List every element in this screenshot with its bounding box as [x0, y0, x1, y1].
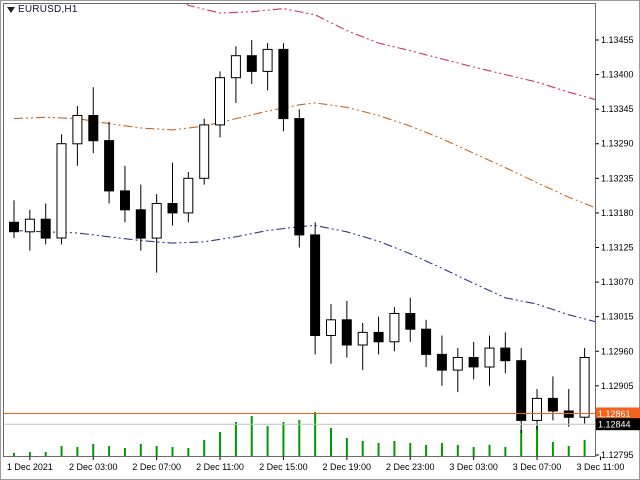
candle	[246, 55, 257, 72]
time-axis-label: 3 Dec 03:00	[449, 462, 498, 472]
price-axis: 1.13455 1.13400 1.13345 1.13290 1.13235 1.131…	[595, 35, 634, 460]
candle	[563, 410, 574, 418]
candle	[120, 190, 130, 211]
band-lower-line	[13, 224, 595, 323]
ask-price-tag-label: 1.12861	[598, 409, 631, 419]
candle	[579, 357, 590, 418]
symbol-timeframe-label: EURUSD,H1	[18, 4, 78, 15]
candle	[436, 353, 447, 371]
volume-layer	[13, 412, 586, 456]
candle	[310, 234, 321, 336]
candle	[532, 397, 542, 421]
ask-price-tag[interactable]	[596, 407, 640, 420]
candle	[373, 331, 384, 343]
candle	[278, 48, 289, 120]
candle	[516, 360, 527, 421]
candle	[40, 218, 51, 239]
candle	[421, 328, 432, 355]
price-axis-label: 1.13015	[601, 312, 634, 322]
candle	[547, 397, 558, 412]
candle	[183, 177, 194, 214]
plot-border	[3, 3, 596, 457]
candle	[500, 347, 511, 362]
chart-marker-icon	[7, 7, 15, 13]
time-axis-label: 2 Dec 11:00	[196, 462, 244, 472]
candle	[215, 77, 225, 126]
time-axis-label: 3 Dec 11:00	[576, 462, 624, 472]
candle	[230, 55, 241, 79]
candle	[9, 221, 19, 233]
candle	[88, 115, 99, 142]
price-axis-label: 1.13400	[601, 70, 634, 80]
candle	[151, 203, 162, 239]
candle	[341, 319, 352, 346]
time-axis-label: 2 Dec 03:00	[69, 462, 118, 472]
price-axis-label: 1.13290	[601, 139, 634, 149]
time-axis-label: 2 Dec 15:00	[259, 462, 308, 472]
candle	[452, 357, 463, 371]
price-axis-label: 1.13235	[601, 173, 634, 183]
band-middle-line	[13, 102, 595, 209]
time-axis-label: 2 Dec 23:00	[386, 462, 435, 472]
time-axis-label: 3 Dec 07:00	[513, 462, 562, 472]
candle	[294, 118, 305, 236]
price-axis-label: 1.13180	[601, 208, 634, 218]
price-axis-label: 1.13125	[601, 243, 634, 253]
price-axis-label: 1.12905	[601, 381, 634, 391]
candle	[262, 48, 273, 72]
price-axis-label: 1.13070	[601, 277, 634, 287]
price-axis-label: 1.13455	[601, 35, 634, 45]
candle	[199, 124, 210, 179]
band-upper-line	[186, 4, 595, 101]
time-axis: 1 Dec 2021 2 Dec 03:00 2 Dec 07:00 2 Dec 11…	[7, 456, 624, 472]
candle	[24, 218, 35, 233]
candle	[135, 209, 146, 239]
candle	[468, 357, 479, 368]
candle	[357, 331, 368, 346]
time-axis-label: 2 Dec 19:00	[323, 462, 372, 472]
bid-price-tag-label: 1.12844	[598, 420, 631, 430]
candle	[72, 115, 83, 145]
bid-price-tag[interactable]	[596, 418, 640, 431]
candle	[405, 313, 416, 330]
candle	[167, 203, 178, 214]
candle	[389, 313, 400, 343]
price-axis-label: 1.12960	[601, 346, 634, 356]
price-axis-label: 1.13345	[601, 104, 634, 114]
candles-layer	[9, 40, 590, 433]
candle	[484, 347, 495, 368]
time-axis-label: 2 Dec 07:00	[132, 462, 181, 472]
candle	[326, 319, 336, 336]
time-axis-label: 1 Dec 2021	[7, 462, 53, 472]
price-axis-label: 1.12795	[601, 450, 634, 460]
candle	[56, 143, 67, 239]
candle	[104, 140, 115, 192]
